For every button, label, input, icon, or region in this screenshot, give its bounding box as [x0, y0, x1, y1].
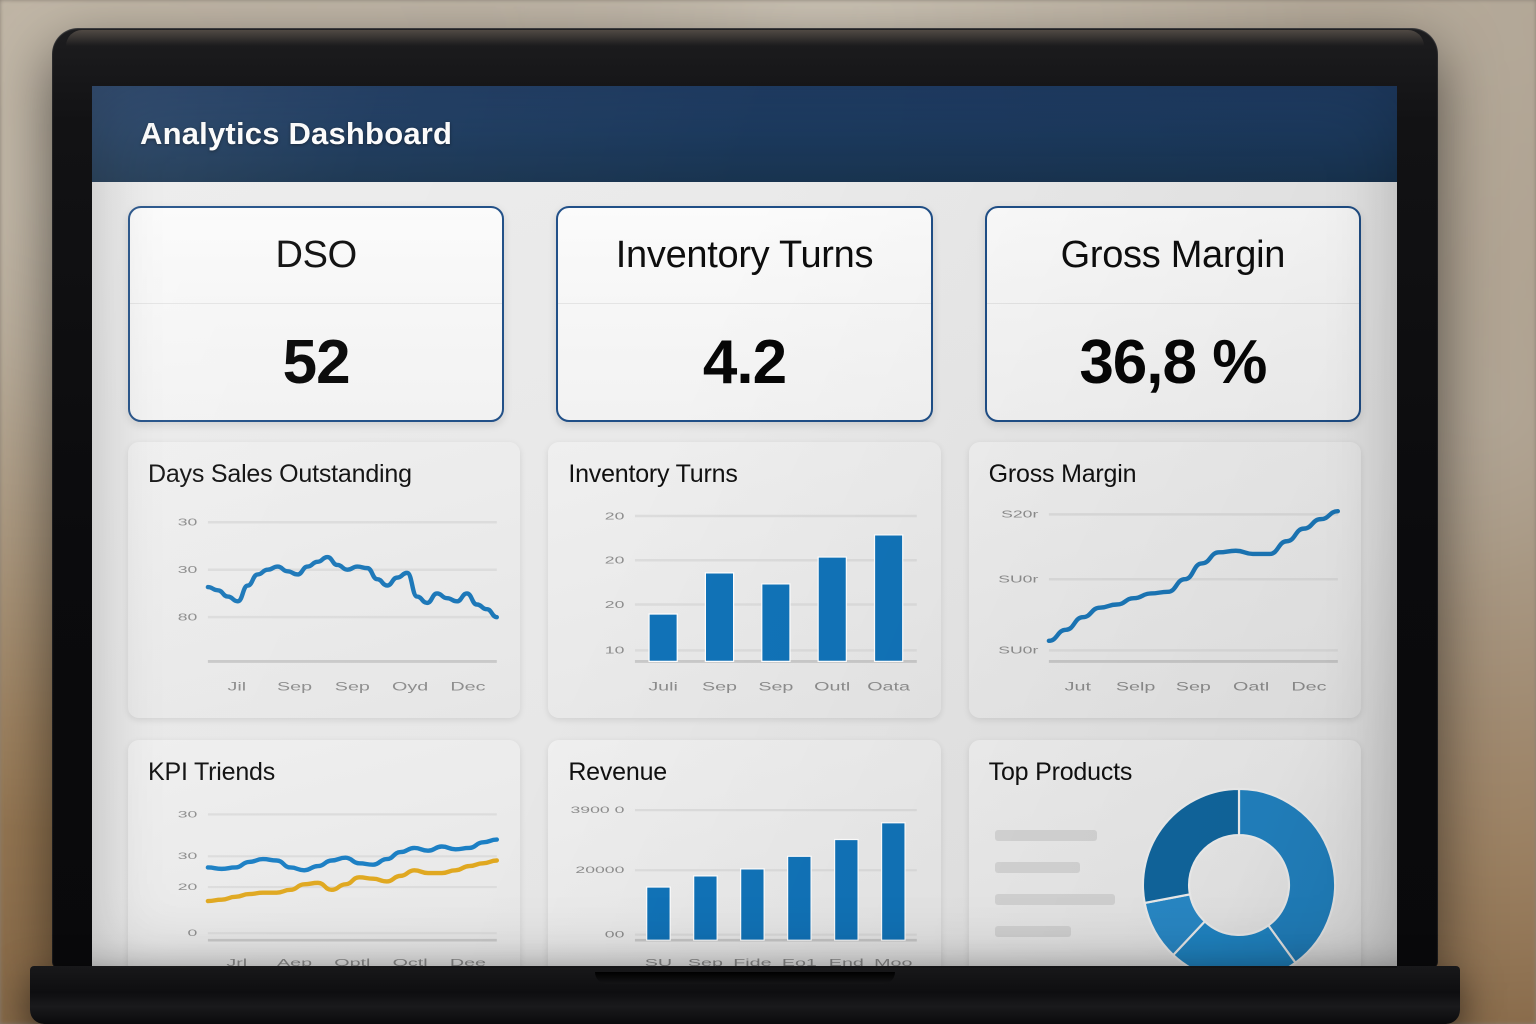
- svg-text:Moo: Moo: [874, 957, 913, 968]
- svg-text:3900 0: 3900 0: [571, 805, 625, 815]
- kpi-card-inventory-turns[interactable]: Inventory Turns 4.2: [556, 206, 933, 422]
- panel-top-products[interactable]: Top Products: [968, 740, 1361, 968]
- svg-text:00: 00: [605, 929, 625, 939]
- kpi-title: DSO: [275, 234, 357, 276]
- kpi-value-area: 4.2: [558, 304, 930, 420]
- kpi-title-area: Gross Margin: [986, 208, 1359, 304]
- svg-text:Fide: Fide: [734, 957, 773, 968]
- svg-text:30: 30: [178, 517, 198, 529]
- chart-revenue[interactable]: 3900 0 20000 00 SU Sep Fide Eo1 End Moo: [568, 793, 920, 968]
- svg-text:Aep: Aep: [277, 957, 312, 968]
- chart-row-top: Days Sales Outstanding 30 30 80 Jil Sep Sep Oy…: [128, 442, 1361, 718]
- svg-text:Sep: Sep: [759, 680, 794, 693]
- kpi-title: Inventory Turns: [615, 234, 874, 276]
- page-title: Analytics Dashboard: [140, 116, 453, 151]
- kpi-value: 4.2: [702, 327, 787, 397]
- dashboard-body: DSO 52 Inventory Turns 4.2: [92, 182, 1397, 968]
- legend-skeleton-item: [994, 861, 1080, 873]
- svg-text:Oatl: Oatl: [1233, 680, 1269, 693]
- panel-title: Revenue: [568, 758, 668, 786]
- kpi-card-row: DSO 52 Inventory Turns 4.2: [128, 206, 1361, 422]
- lid-highlight: [66, 30, 1424, 46]
- svg-text:Jrl: Jrl: [226, 957, 247, 968]
- svg-text:Octl: Octl: [393, 957, 428, 968]
- panel-kpi-trends[interactable]: KPI Triends 30 30 20 0 Jrl Aep Optl Octl Dee: [128, 740, 521, 968]
- svg-text:20: 20: [605, 555, 625, 567]
- kpi-value: 36,8 %: [1079, 327, 1267, 397]
- svg-text:Outl: Outl: [814, 680, 850, 693]
- svg-text:30: 30: [178, 809, 198, 819]
- svg-text:End: End: [829, 957, 864, 968]
- svg-text:SU: SU: [645, 957, 672, 968]
- svg-text:Eo1: Eo1: [782, 957, 817, 968]
- kpi-title-area: Inventory Turns: [558, 208, 931, 304]
- donut-segment[interactable]: [1237, 787, 1337, 965]
- svg-text:S20r: S20r: [1001, 509, 1038, 521]
- laptop-device: Analytics Dashboard DSO 52: [30, 28, 1460, 1024]
- laptop-screen: Analytics Dashboard DSO 52: [92, 86, 1397, 968]
- panel-gross-margin[interactable]: Gross Margin S20r SU0r SU0r Jut Selp Sep Oatl D…: [968, 442, 1361, 718]
- panel-inventory-turns[interactable]: Inventory Turns 20 20 20 10 Juli Sep Sep Outl Oa…: [548, 442, 941, 718]
- svg-text:20: 20: [605, 599, 625, 611]
- kpi-card-gross-margin[interactable]: Gross Margin 36,8 %: [984, 206, 1361, 422]
- laptop-base: [30, 966, 1460, 1024]
- laptop-lid: Analytics Dashboard DSO 52: [52, 28, 1438, 968]
- top-products-legend: [989, 829, 1141, 941]
- chart-days-sales-outstanding[interactable]: 30 30 80 Jil Sep Sep Oyd Dec: [148, 495, 500, 703]
- svg-text:Dec: Dec: [450, 680, 485, 693]
- panel-title: Inventory Turns: [568, 460, 738, 488]
- kpi-value-area: 52: [130, 304, 502, 420]
- svg-text:20: 20: [605, 511, 625, 523]
- chart-kpi-trends[interactable]: 30 30 20 0 Jrl Aep Optl Octl Dee: [148, 793, 500, 968]
- legend-skeleton-item: [994, 893, 1115, 905]
- svg-text:10: 10: [605, 645, 625, 657]
- panel-title: Days Sales Outstanding: [148, 460, 412, 488]
- svg-text:Jil: Jil: [227, 680, 246, 693]
- chart-inventory-turns[interactable]: 20 20 20 10 Juli Sep Sep Outl Oata: [568, 495, 920, 703]
- laptop-base-notch: [595, 972, 895, 984]
- panel-title: KPI Triends: [148, 758, 276, 786]
- kpi-value-area: 36,8 %: [987, 304, 1359, 420]
- app-header: Analytics Dashboard: [92, 86, 1397, 182]
- svg-text:Juli: Juli: [649, 680, 679, 693]
- svg-text:20: 20: [178, 881, 198, 891]
- svg-text:80: 80: [178, 612, 198, 624]
- svg-text:30: 30: [178, 564, 198, 576]
- kpi-value: 52: [282, 327, 351, 397]
- kpi-title: Gross Margin: [1060, 234, 1286, 276]
- kpi-card-dso[interactable]: DSO 52: [128, 206, 505, 422]
- panel-revenue[interactable]: Revenue 3900 0 20000 00 SU Sep Fide Eo1 End Moo: [548, 740, 941, 968]
- svg-text:0: 0: [188, 928, 198, 938]
- svg-text:Sep: Sep: [277, 680, 312, 693]
- donut-chart-icon[interactable]: [1141, 787, 1337, 968]
- svg-text:Jut: Jut: [1064, 680, 1091, 693]
- svg-text:Oata: Oata: [868, 680, 911, 693]
- svg-text:Sep: Sep: [702, 680, 737, 693]
- svg-text:Selp: Selp: [1115, 680, 1154, 693]
- panel-title: Top Products: [988, 758, 1133, 786]
- legend-skeleton-item: [994, 829, 1098, 841]
- donut-segment[interactable]: [1171, 919, 1297, 968]
- panel-days-sales-outstanding[interactable]: Days Sales Outstanding 30 30 80 Jil Sep Sep Oy…: [128, 442, 521, 718]
- svg-text:Optl: Optl: [334, 957, 370, 968]
- svg-text:Sep: Sep: [335, 680, 370, 693]
- chart-gross-margin[interactable]: S20r SU0r SU0r Jut Selp Sep Oatl Dec: [989, 495, 1341, 703]
- svg-text:SU0r: SU0r: [998, 574, 1038, 586]
- svg-text:Dee: Dee: [450, 957, 486, 968]
- svg-text:Sep: Sep: [1175, 680, 1210, 693]
- chart-row-bottom: KPI Triends 30 30 20 0 Jrl Aep Optl Octl Dee Rev…: [128, 740, 1361, 968]
- panel-title: Gross Margin: [988, 460, 1137, 488]
- svg-text:30: 30: [178, 851, 198, 861]
- svg-text:Sep: Sep: [688, 957, 723, 968]
- donut-segment[interactable]: [1141, 787, 1241, 905]
- svg-text:20000: 20000: [576, 865, 625, 875]
- legend-skeleton-item: [994, 925, 1071, 937]
- svg-text:Dec: Dec: [1291, 680, 1326, 693]
- svg-text:Oyd: Oyd: [392, 680, 428, 693]
- dashboard-app: Analytics Dashboard DSO 52: [92, 86, 1397, 968]
- svg-text:SU0r: SU0r: [998, 645, 1038, 657]
- kpi-title-area: DSO: [130, 208, 503, 304]
- top-products-body: [989, 787, 1341, 968]
